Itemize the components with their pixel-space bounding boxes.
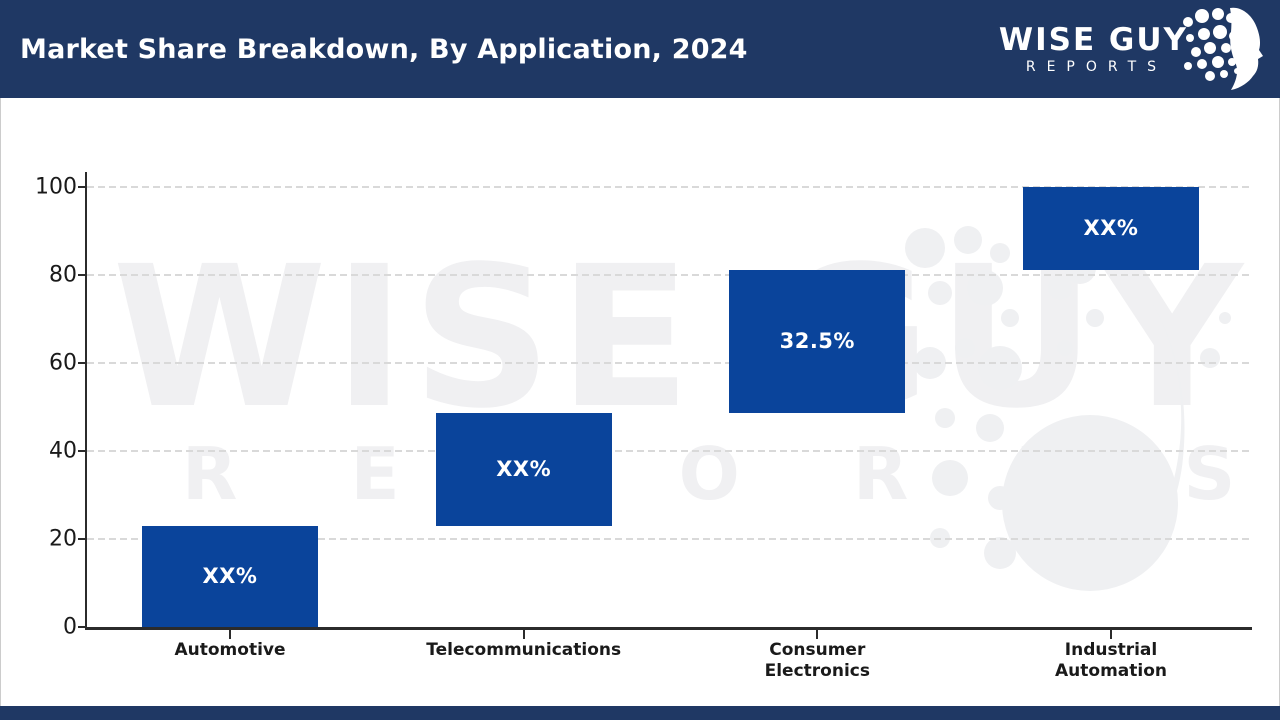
y-axis-tick-mark [78,186,85,188]
y-axis-tick-label: 100 [35,174,77,200]
gridline-60 [87,362,1252,364]
bar-telecommunications: XX% [435,412,612,526]
y-axis-tick-label: 0 [63,614,77,640]
brand-wordmark: WISE GUY REPORTS [999,23,1188,75]
x-axis-tick-mark [816,630,819,639]
header-bar: Market Share Breakdown, By Application, … [0,0,1280,98]
bar-value-label: XX% [1083,216,1139,241]
bar-industrial-automation: XX% [1023,187,1199,270]
bar-automotive: XX% [142,525,318,627]
y-axis-tick-label: 40 [49,438,77,464]
x-axis-tick-mark [522,630,525,639]
bar-value-label: 32.5% [779,329,855,353]
x-axis-tick-mark [229,630,231,639]
y-axis-line [85,172,87,629]
watermark-wordmark: WISE GUY [112,224,1249,451]
bar-consumer-electronics: 32.5% [729,269,906,413]
x-axis-category-label: Industrial Automation [1055,640,1167,681]
x-axis-tick-mark [1110,630,1112,639]
y-axis-tick-mark [78,538,85,540]
page-title: Market Share Breakdown, By Application, … [20,33,748,65]
y-axis-tick-mark [78,362,85,364]
brand-logo: WISE GUY REPORTS [999,4,1280,94]
brand-subname: REPORTS [1025,59,1168,75]
bar-value-label: XX% [496,457,552,482]
footer-bar [0,706,1280,720]
y-axis-tick-label: 60 [49,350,77,376]
gridline-20 [87,538,1252,540]
bar-value-label: XX% [202,564,258,589]
x-axis-line [85,627,1252,630]
gridline-40 [87,450,1252,452]
x-axis-category-label: Telecommunications [426,640,622,660]
y-axis-tick-mark [78,626,85,628]
x-axis-category-label: Consumer Electronics [764,640,870,681]
y-axis-tick-label: 80 [49,262,77,288]
y-axis-tick-mark [78,450,85,452]
y-axis-tick-label: 20 [49,526,77,552]
gridline-80 [87,274,1252,276]
y-axis-tick-mark [78,274,85,276]
brand-head-icon [1183,7,1263,90]
gridline-100 [87,186,1252,188]
brand-name: WISE GUY [998,22,1188,58]
x-axis-category-label: Automotive [174,640,286,660]
